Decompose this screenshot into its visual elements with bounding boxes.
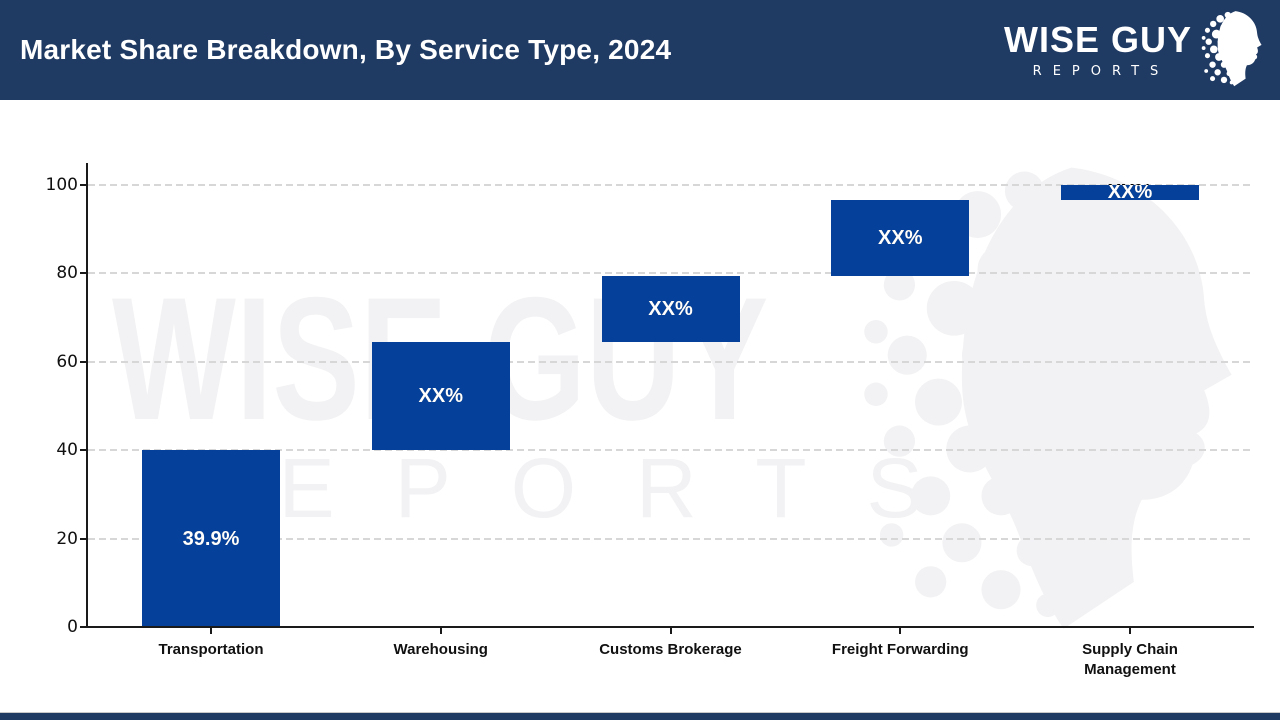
watermark-subtext: REPORTS [158, 441, 983, 535]
gridline-40 [88, 449, 1254, 451]
bar-transportation: 39.9% 39.9% [142, 450, 280, 627]
x-label-customs-brokerage: Customs Brokerage [599, 641, 742, 658]
x-tick-transportation [210, 628, 212, 634]
bar-supply-chain-management: XX% XX% [1061, 181, 1199, 204]
bar-label-clip: XX% [602, 276, 740, 343]
x-tick-supply-chain-management [1129, 628, 1131, 634]
bar-warehousing: XX% XX% [371, 342, 510, 451]
y-tick-60 [80, 360, 86, 363]
y-tick-label-60: 60 [56, 351, 78, 372]
gridline-60 [88, 360, 1254, 363]
bar-value-label: XX% [878, 226, 923, 249]
bar-label-clip: XX% [831, 200, 969, 276]
logo-face-icon [1201, 11, 1262, 87]
y-tick-label-100: 100 [45, 174, 78, 195]
y-tick-label-40: 40 [56, 440, 78, 460]
bar-value-label-under: XX% [1107, 181, 1153, 204]
x-label-supply-chain-management: Supply Chain Management [1082, 641, 1178, 679]
bar-value-label-under: XX% [648, 298, 693, 321]
bar-label-clip: 39.9% [142, 450, 280, 627]
bar-freight-forwarding: XX% XX% [831, 199, 970, 276]
bar-label-clip: XX% [372, 342, 510, 450]
logo: WISE GUY REPORTS [1004, 8, 1266, 92]
y-tick-label-80: 80 [56, 263, 78, 283]
y-tick-20 [80, 537, 86, 540]
bar-value-label: XX% [418, 385, 463, 408]
logo-subtext: REPORTS [1032, 64, 1170, 79]
y-tick-label-0: 0 [67, 617, 78, 637]
bar-value-label-under: 39.9% [182, 527, 240, 550]
y-axis-line [86, 163, 88, 628]
y-tick-0 [80, 626, 86, 628]
x-tick-customs-brokerage [669, 628, 672, 634]
chart-title: Market Share Breakdown, By Service Type,… [20, 34, 672, 65]
x-tick-warehousing [439, 628, 442, 634]
x-label-transportation: Transportation [158, 641, 264, 658]
x-label-warehousing: Warehousing [393, 641, 488, 658]
bar-value-label: XX% [648, 298, 693, 321]
gridline-100 [88, 183, 1254, 186]
x-label-freight-forwarding: Freight Forwarding [831, 641, 969, 658]
y-tick-label-20: 20 [56, 528, 78, 549]
footer-strip [0, 713, 1280, 720]
gridline-80 [88, 272, 1254, 274]
header-bar: Market Share Breakdown, By Service Type,… [0, 0, 1280, 100]
x-axis-line [86, 626, 1254, 628]
y-tick-40 [80, 449, 86, 451]
y-tick-100 [80, 183, 86, 186]
bar-customs-brokerage: XX% XX% [601, 275, 740, 343]
bar-value-label-under: XX% [878, 226, 923, 249]
x-tick-freight-forwarding [899, 628, 902, 634]
bar-value-label-under: XX% [418, 385, 463, 408]
bar-label-clip: XX% [1061, 185, 1199, 200]
logo-wordmark: WISE GUY [1003, 19, 1192, 60]
footer-divider [0, 712, 1280, 713]
logo-text: WISE GUY REPORTS [1003, 19, 1192, 79]
bar-value-label: 39.9% [182, 527, 240, 550]
y-tick-80 [80, 272, 86, 274]
bar-value-label: XX% [1107, 184, 1153, 200]
gridline-20 [88, 537, 1254, 540]
